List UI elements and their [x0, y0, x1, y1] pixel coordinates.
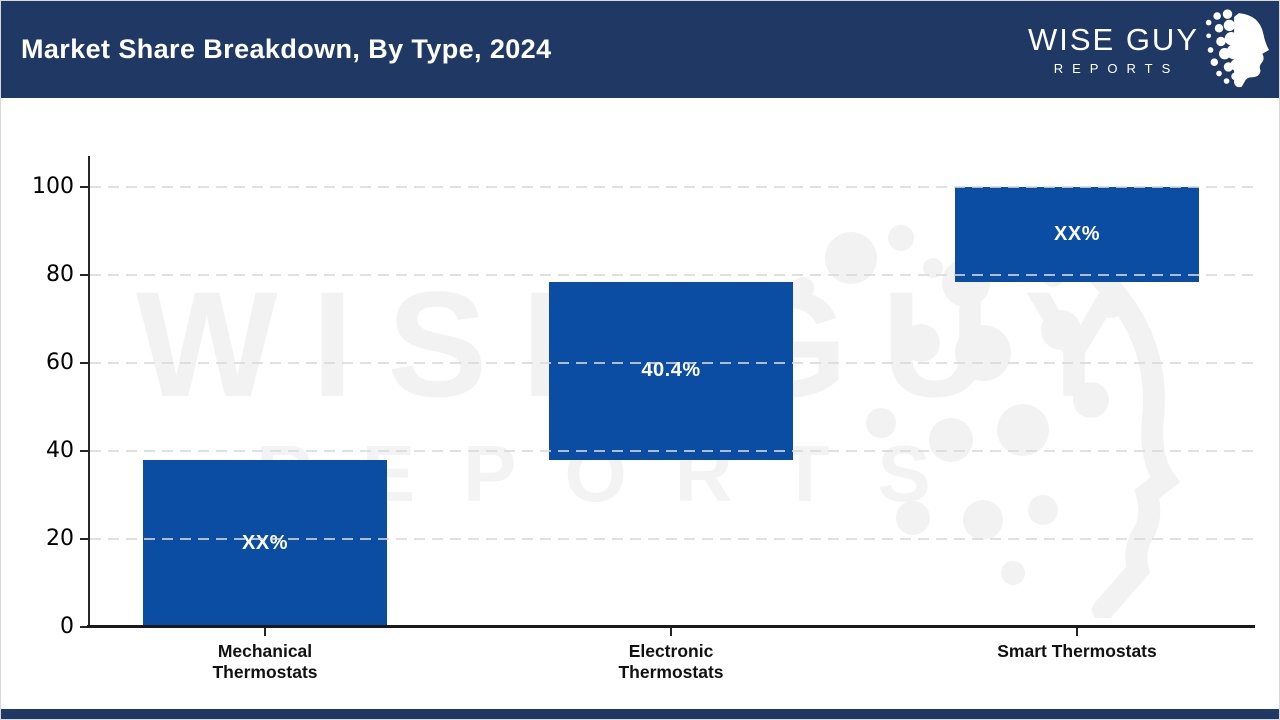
y-tick-mark-60	[80, 362, 88, 364]
gridline-y80	[90, 274, 1255, 276]
category-label-line: Mechanical	[217, 641, 313, 661]
logo-text: WISE GUY REPORTS	[1028, 22, 1199, 76]
bar-value-label-2: XX%	[1054, 223, 1100, 246]
bar-value-label-0: XX%	[242, 531, 288, 554]
logo-face-icon	[1205, 9, 1269, 88]
y-tick-mark-40	[80, 450, 88, 452]
wise-guy-logo: WISE GUY REPORTS	[1028, 7, 1269, 91]
y-tick-label-0: 0	[60, 614, 74, 639]
y-tick-label-40: 40	[46, 438, 74, 463]
x-tick-mark-1	[670, 628, 672, 636]
header-bar: Market Share Breakdown, By Type, 2024 WI…	[1, 1, 1279, 98]
y-tick-label-60: 60	[46, 350, 74, 375]
category-label-line: Electronic	[628, 641, 714, 661]
watermark-face-icon	[792, 225, 1181, 618]
y-axis-line	[88, 156, 90, 628]
y-tick-mark-100	[80, 186, 88, 188]
category-label-line: Smart Thermostats	[997, 641, 1157, 661]
x-axis-line	[87, 625, 1255, 628]
category-label-1: Electronic Thermostats	[511, 641, 831, 683]
logo-wordmark: WISE GUY	[1027, 22, 1199, 57]
chart-area: WISE GUY REPORTS 0 20 40 60 80 100 XX% Mechanic…	[1, 98, 1279, 711]
logo-subtitle: REPORTS	[1053, 61, 1180, 76]
gridline-y20	[90, 538, 1255, 540]
x-tick-mark-2	[1076, 628, 1078, 636]
bar-segment-2: XX%	[955, 187, 1199, 283]
category-label-line: Thermostats	[212, 662, 318, 682]
gridline-y40	[90, 450, 1255, 452]
bar-value-label-1: 40.4%	[641, 359, 701, 382]
y-tick-mark-20	[80, 538, 88, 540]
y-tick-mark-80	[80, 274, 88, 276]
chart-title: Market Share Breakdown, By Type, 2024	[21, 34, 552, 64]
y-tick-label-100: 100	[32, 174, 74, 199]
gridline-y100	[90, 186, 1255, 188]
y-tick-label-20: 20	[46, 526, 74, 551]
category-label-2: Smart Thermostats	[917, 641, 1237, 662]
gridline-y60	[90, 362, 1255, 364]
y-tick-label-80: 80	[46, 262, 74, 287]
footer-bar	[1, 709, 1279, 719]
bar-segment-1: 40.4%	[549, 282, 793, 460]
x-tick-mark-0	[264, 628, 266, 636]
bar-segment-0: XX%	[143, 459, 387, 627]
category-label-0: Mechanical Thermostats	[105, 641, 425, 683]
category-label-line: Thermostats	[618, 662, 724, 682]
y-tick-mark-0	[80, 626, 88, 628]
